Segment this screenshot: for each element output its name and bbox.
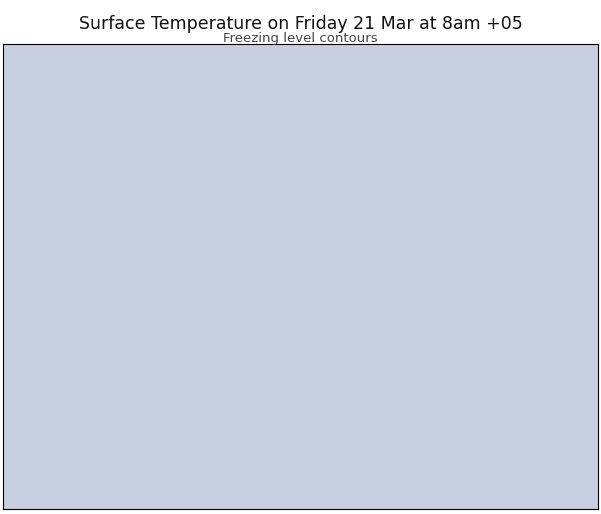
Text: Surface Temperature on Friday 21 Mar at 8am +05: Surface Temperature on Friday 21 Mar at … [79, 15, 522, 33]
Text: Freezing level contours: Freezing level contours [223, 32, 378, 45]
